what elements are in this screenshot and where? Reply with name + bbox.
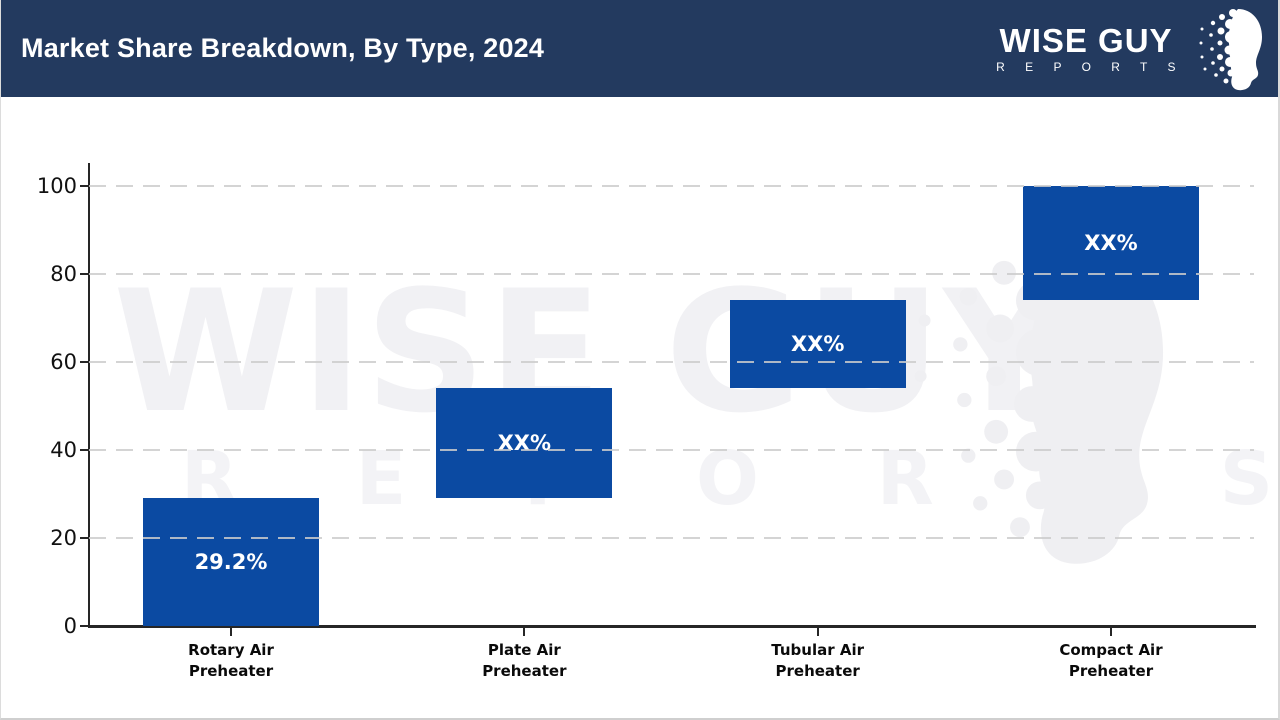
x-axis-line bbox=[88, 625, 1256, 628]
x-tick-mark bbox=[523, 628, 526, 636]
x-tick-label: Rotary Air Preheater bbox=[188, 641, 274, 680]
y-tick-label: 20 bbox=[50, 526, 77, 550]
grid-line bbox=[89, 273, 1254, 275]
y-tick-label: 100 bbox=[36, 174, 77, 198]
y-tick-mark bbox=[80, 185, 89, 187]
bar: XX% bbox=[436, 388, 613, 498]
y-tick-label: 0 bbox=[63, 614, 77, 638]
y-tick-mark bbox=[80, 537, 89, 539]
grid-line bbox=[89, 361, 1254, 363]
bar-value-label: XX% bbox=[497, 430, 552, 455]
y-tick-label: 60 bbox=[50, 350, 77, 374]
bar: 29.2% bbox=[143, 497, 319, 626]
brand-name: WISE GUY bbox=[999, 22, 1173, 59]
x-tick-mark bbox=[1109, 628, 1112, 636]
x-tick-label: Compact Air Preheater bbox=[1059, 641, 1163, 680]
y-tick-mark bbox=[80, 625, 89, 627]
brand-logo-text: WISE GUY R E P O R T S bbox=[988, 24, 1184, 73]
grid-line bbox=[89, 537, 1254, 539]
y-tick-label: 40 bbox=[50, 438, 77, 462]
bar-value-label: XX% bbox=[790, 332, 845, 357]
bar: XX% bbox=[1022, 186, 1199, 301]
page-title: Market Share Breakdown, By Type, 2024 bbox=[21, 33, 545, 63]
grid-line bbox=[89, 185, 1254, 187]
y-tick-mark bbox=[80, 449, 89, 451]
waterfall-chart: 0 20 40 60 80 100 29.2% Rotary Air Preheater XX% P… bbox=[1, 97, 1280, 720]
y-tick-mark bbox=[80, 361, 89, 363]
bar-value-label: XX% bbox=[1084, 231, 1138, 256]
brand-subtitle: R E P O R T S bbox=[996, 60, 1184, 74]
header-bar: Market Share Breakdown, By Type, 2024 WI… bbox=[1, 0, 1278, 97]
x-tick-label: Plate Air Preheater bbox=[482, 641, 567, 680]
logo-face-icon bbox=[1199, 8, 1262, 90]
bar: XX% bbox=[729, 300, 906, 389]
brand-logo: WISE GUY R E P O R T S bbox=[988, 5, 1264, 93]
x-tick-label: Tubular Air Preheater bbox=[771, 641, 865, 680]
y-tick-mark bbox=[80, 273, 89, 275]
x-tick-mark bbox=[816, 628, 819, 636]
grid-line bbox=[89, 449, 1254, 451]
y-axis-line bbox=[88, 163, 90, 627]
x-tick-mark bbox=[230, 628, 232, 636]
bar-value-label: 29.2% bbox=[194, 549, 268, 574]
y-tick-label: 80 bbox=[50, 262, 77, 286]
